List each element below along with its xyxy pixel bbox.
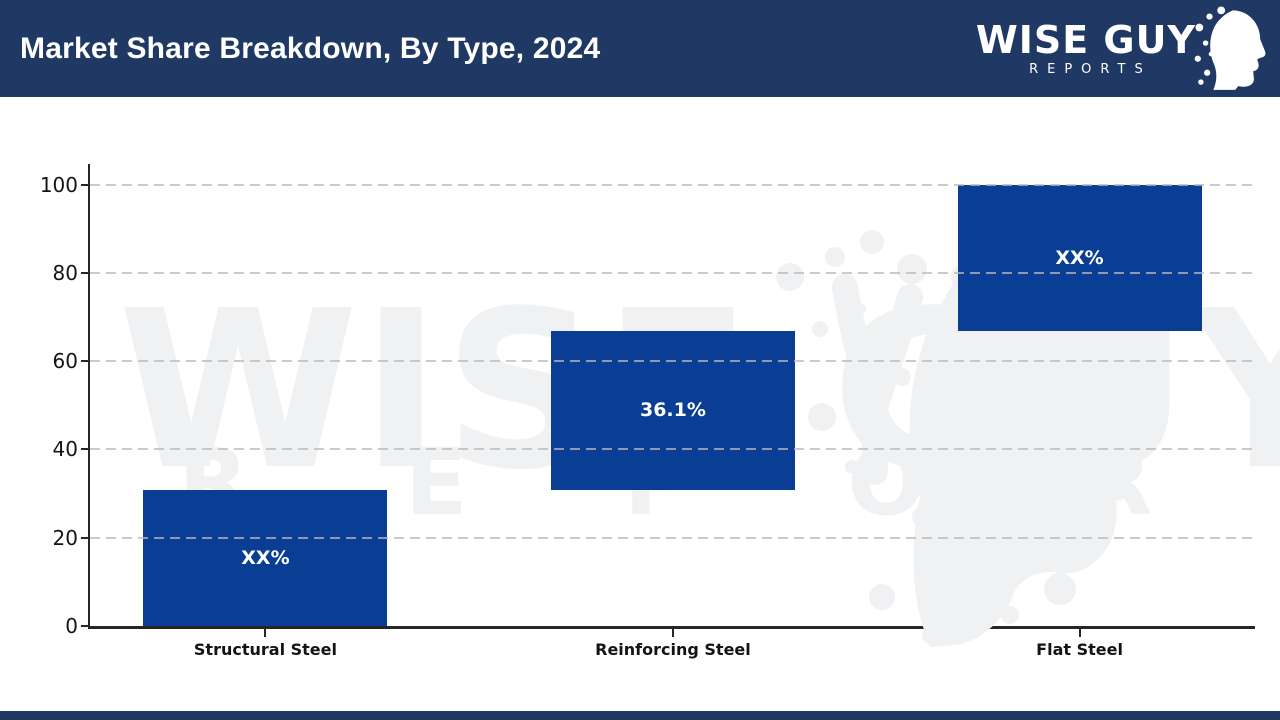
chart-canvas: WISE GUY R E P O R T S 020406080100XX%St…: [0, 97, 1280, 711]
x-axis-label-structural-steel: Structural Steel: [193, 640, 337, 659]
x-tick-mark: [1078, 629, 1081, 637]
y-tick-mark: [81, 360, 88, 363]
y-tick-mark: [81, 271, 88, 274]
y-tick-label-100: 100: [39, 172, 78, 197]
logo-reports-text: REPORTS: [1029, 62, 1152, 77]
x-tick-mark: [264, 629, 267, 637]
wiseguy-face-icon: [1190, 4, 1268, 94]
y-tick-label-60: 60: [52, 349, 78, 374]
bar-structural-steel: XX%: [143, 490, 388, 626]
gridline-40: [90, 448, 1255, 451]
bar-reinforcing-steel: 36.1%: [550, 330, 795, 491]
y-tick-label-80: 80: [52, 260, 78, 285]
brand-logo: WISE GUY REPORTS: [976, 4, 1268, 94]
brand-logo-text: WISE GUY REPORTS: [976, 21, 1196, 76]
gridline-100: [90, 183, 1255, 186]
y-tick-mark: [81, 625, 88, 627]
y-tick-label-40: 40: [52, 437, 78, 462]
x-tick-mark: [671, 629, 674, 637]
footer-bar: [0, 711, 1280, 720]
gridline-80: [90, 271, 1255, 274]
plot-area: 0 20 40 60 80 100 XX% Structural Steel 36.1% Rein…: [40, 164, 1255, 659]
y-tick-mark: [81, 183, 88, 186]
y-tick-label-20: 20: [52, 525, 78, 550]
x-axis-label-reinforcing-steel: Reinforcing Steel: [595, 640, 751, 659]
gridline-20: [90, 536, 1255, 539]
bar-value-label: 36.1%: [639, 399, 706, 422]
y-tick-label-0: 0: [65, 614, 78, 638]
bar-value-label: XX%: [1055, 246, 1104, 269]
logo-wiseguy-text: WISE GUY: [975, 18, 1196, 62]
x-axis-label-flat-steel: Flat Steel: [1036, 640, 1123, 659]
bar-flat-steel: XX%: [957, 184, 1202, 331]
page-title: Market Share Breakdown, By Type, 2024: [20, 31, 601, 65]
bar-value-label: XX%: [241, 547, 290, 570]
gridline-60: [90, 360, 1255, 363]
y-tick-mark: [81, 536, 88, 539]
header-bar: Market Share Breakdown, By Type, 2024 WI…: [0, 0, 1280, 97]
y-tick-mark: [81, 448, 88, 451]
